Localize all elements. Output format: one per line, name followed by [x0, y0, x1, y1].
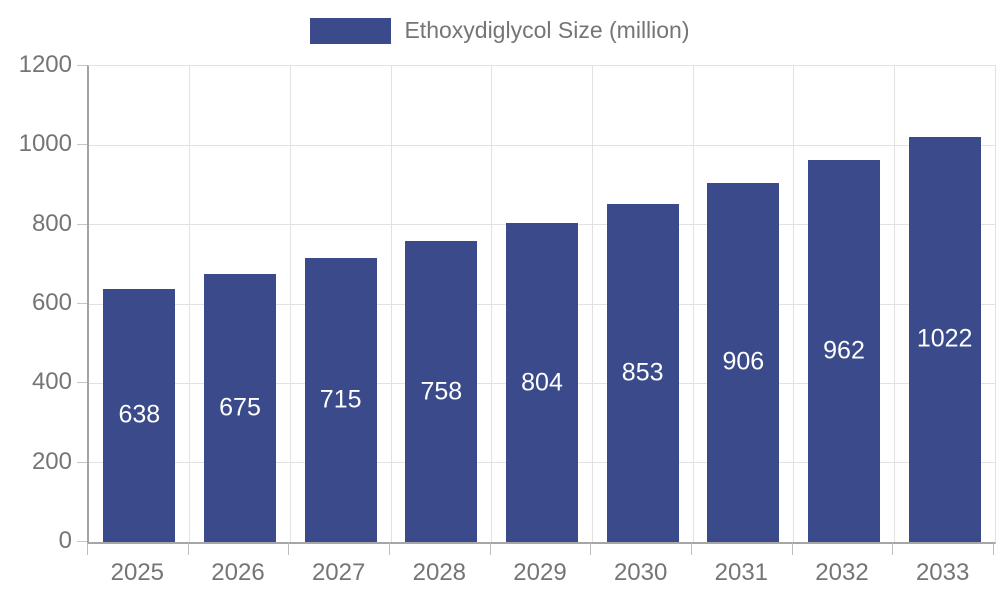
- bar-value-label: 1022: [916, 324, 973, 353]
- plot-area: 638 675 715 758 804 853 906 962 1022: [87, 65, 996, 544]
- bar: 758: [405, 241, 478, 542]
- legend: Ethoxydiglycol Size (million): [0, 17, 1000, 44]
- x-tick-label: 2026: [211, 559, 265, 586]
- y-tick-label: 800: [31, 209, 72, 237]
- bar: 962: [808, 160, 880, 542]
- x-tick-mark: [187, 543, 189, 555]
- y-tick-mark: [77, 382, 87, 384]
- x-tick-label: 2025: [110, 559, 165, 586]
- x-gridline: [390, 66, 392, 542]
- x-tick-label: 2031: [714, 559, 769, 586]
- x-gridline: [893, 66, 895, 542]
- x-tick-mark: [791, 543, 793, 555]
- bar: 804: [506, 223, 578, 542]
- x-tick-label: 2027: [311, 559, 366, 586]
- x-gridline: [289, 66, 291, 542]
- bar: 675: [204, 274, 276, 542]
- x-tick-label: 2028: [412, 559, 467, 586]
- y-tick-mark: [77, 144, 87, 146]
- bar-value-label: 853: [621, 358, 664, 387]
- y-tick-mark: [77, 541, 87, 542]
- y-tick-label: 0: [58, 527, 72, 554]
- x-tick-label: 2030: [613, 559, 668, 586]
- bar-value-label: 715: [319, 385, 362, 414]
- x-tick-label: 2032: [815, 559, 869, 586]
- bar: 1022: [908, 136, 981, 542]
- bar: 715: [304, 258, 377, 542]
- y-tick-label: 400: [31, 368, 72, 396]
- x-gridline: [189, 66, 191, 542]
- y-tick-mark: [77, 461, 87, 463]
- bar-value-label: 804: [521, 368, 563, 397]
- y-tick-label: 1000: [18, 130, 72, 158]
- x-tick-label: 2029: [513, 559, 567, 586]
- y-gridline: [89, 144, 995, 146]
- legend-label: Ethoxydiglycol Size (million): [404, 17, 690, 43]
- x-tick-mark: [691, 543, 692, 555]
- bar-value-label: 758: [420, 377, 463, 406]
- x-tick-mark: [489, 543, 491, 555]
- bar-value-label: 638: [118, 400, 161, 429]
- y-tick-label: 200: [31, 447, 72, 475]
- bar: 906: [707, 182, 780, 542]
- x-tick-label: 2033: [915, 559, 970, 586]
- y-tick-label: 1200: [18, 51, 72, 78]
- legend-swatch: [310, 17, 392, 44]
- x-gridline: [491, 66, 493, 542]
- y-tick-mark: [77, 303, 87, 304]
- x-gridline: [591, 66, 593, 542]
- bar: 853: [606, 203, 679, 542]
- y-tick-mark: [77, 223, 87, 225]
- bar: 638: [103, 288, 176, 542]
- bar-value-label: 906: [722, 347, 765, 376]
- y-tick-label: 600: [31, 289, 72, 316]
- x-tick-mark: [288, 543, 290, 555]
- x-gridline: [793, 66, 795, 542]
- bar-value-label: 675: [219, 393, 261, 422]
- x-tick-mark: [892, 543, 894, 555]
- x-gridline: [692, 66, 694, 542]
- x-tick-mark: [389, 543, 390, 555]
- x-tick-mark: [590, 543, 592, 555]
- y-tick-mark: [77, 65, 87, 66]
- x-tick-mark: [993, 543, 994, 555]
- bar-value-label: 962: [823, 336, 865, 365]
- x-tick-mark: [87, 543, 88, 555]
